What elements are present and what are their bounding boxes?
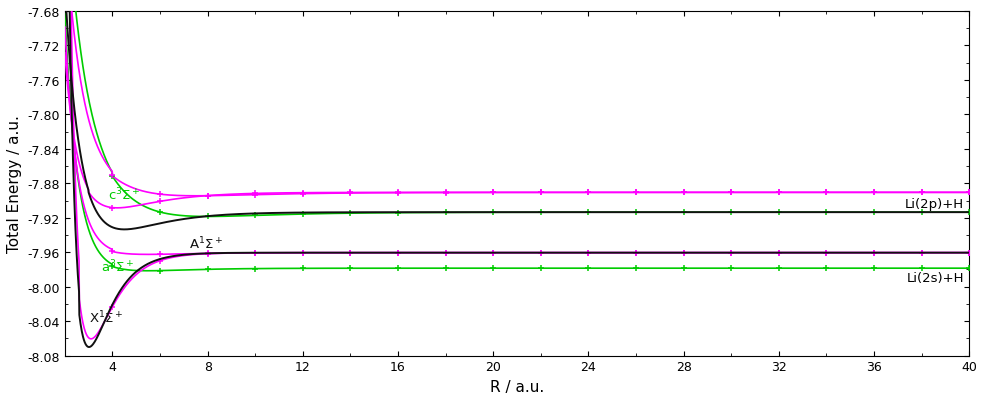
Text: X$^1\Sigma^+$: X$^1\Sigma^+$ — [89, 308, 123, 325]
Text: a$^3\Sigma^+$: a$^3\Sigma^+$ — [100, 258, 134, 274]
Text: c$^3\Sigma^+$: c$^3\Sigma^+$ — [107, 186, 141, 203]
Text: Li(2p)+H: Li(2p)+H — [905, 198, 964, 211]
Y-axis label: Total Energy / a.u.: Total Energy / a.u. — [7, 115, 22, 253]
X-axis label: R / a.u.: R / a.u. — [490, 379, 544, 394]
Text: Li(2s)+H: Li(2s)+H — [907, 271, 964, 284]
Text: A$^1\Sigma^+$: A$^1\Sigma^+$ — [189, 235, 223, 252]
